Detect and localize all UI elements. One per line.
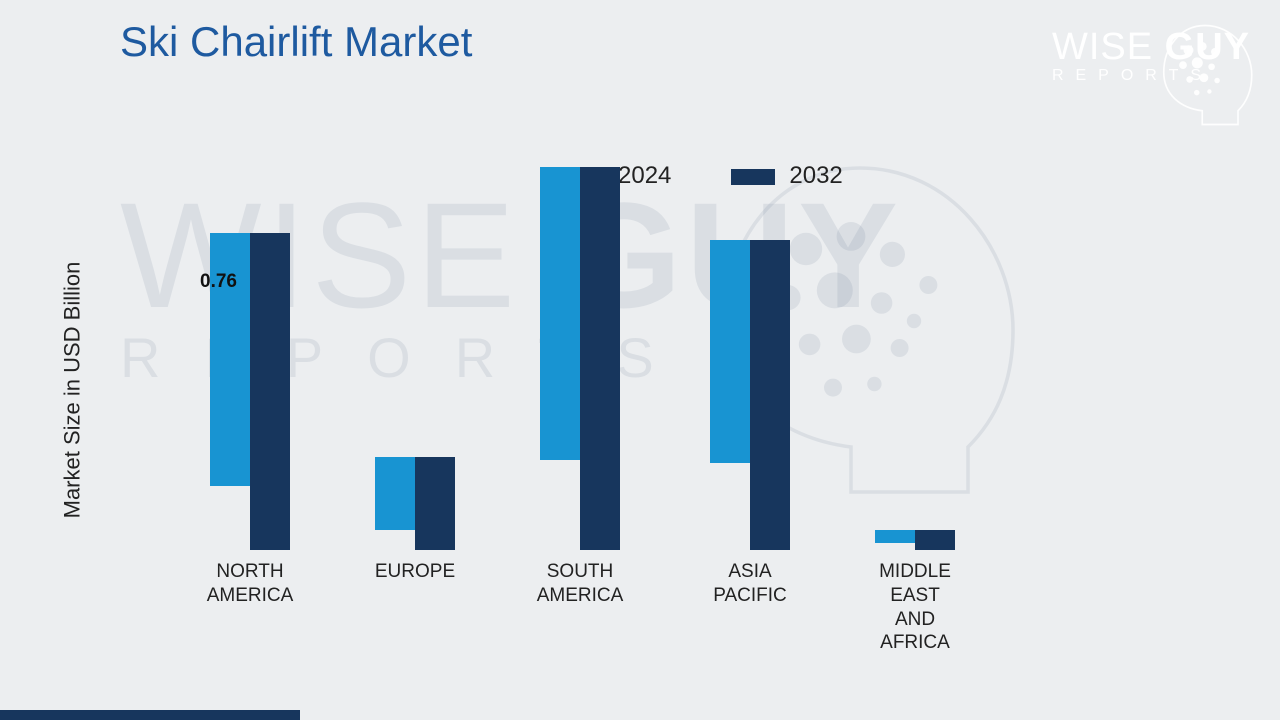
infographic-stage: WISE GUY REPORTS WISE GUY REPORTS Ski Ch… [0, 0, 1280, 720]
bar-group [345, 457, 485, 550]
x-tick-label: EUROPE [345, 560, 485, 584]
brand-word2: GUY [1165, 26, 1250, 68]
bar-chart: Market Size in USD Billion 0.76 NORTHAME… [60, 150, 960, 670]
x-tick-label: ASIAPACIFIC [680, 560, 820, 608]
bottom-accent-bar [0, 710, 300, 720]
brand-line2: REPORTS [1052, 68, 1250, 84]
bar-2032 [750, 240, 790, 550]
bar-group [680, 240, 820, 550]
bar-group [510, 167, 650, 550]
bar-2032 [915, 530, 955, 550]
x-tick-label: NORTHAMERICA [180, 560, 320, 608]
x-tick-label: MIDDLEEASTANDAFRICA [845, 560, 985, 655]
y-axis-label: Market Size in USD Billion [60, 200, 84, 580]
bar-group [845, 530, 985, 550]
bar-2032 [415, 457, 455, 550]
chart-title: Ski Chairlift Market [120, 18, 472, 66]
bar-2024 [540, 167, 580, 460]
bar-value-label: 0.76 [200, 271, 237, 293]
bar-2024 [710, 240, 750, 463]
bar-2024 [875, 530, 915, 543]
brand-word1: WISE [1052, 26, 1153, 68]
bar-2032 [250, 233, 290, 550]
plot-area: 0.76 [120, 150, 960, 550]
x-tick-label: SOUTHAMERICA [510, 560, 650, 608]
y-axis-label-text: Market Size in USD Billion [59, 262, 85, 519]
bar-2024 [375, 457, 415, 530]
brand-logo: WISE GUY REPORTS [1052, 28, 1250, 84]
bar-2032 [580, 167, 620, 550]
